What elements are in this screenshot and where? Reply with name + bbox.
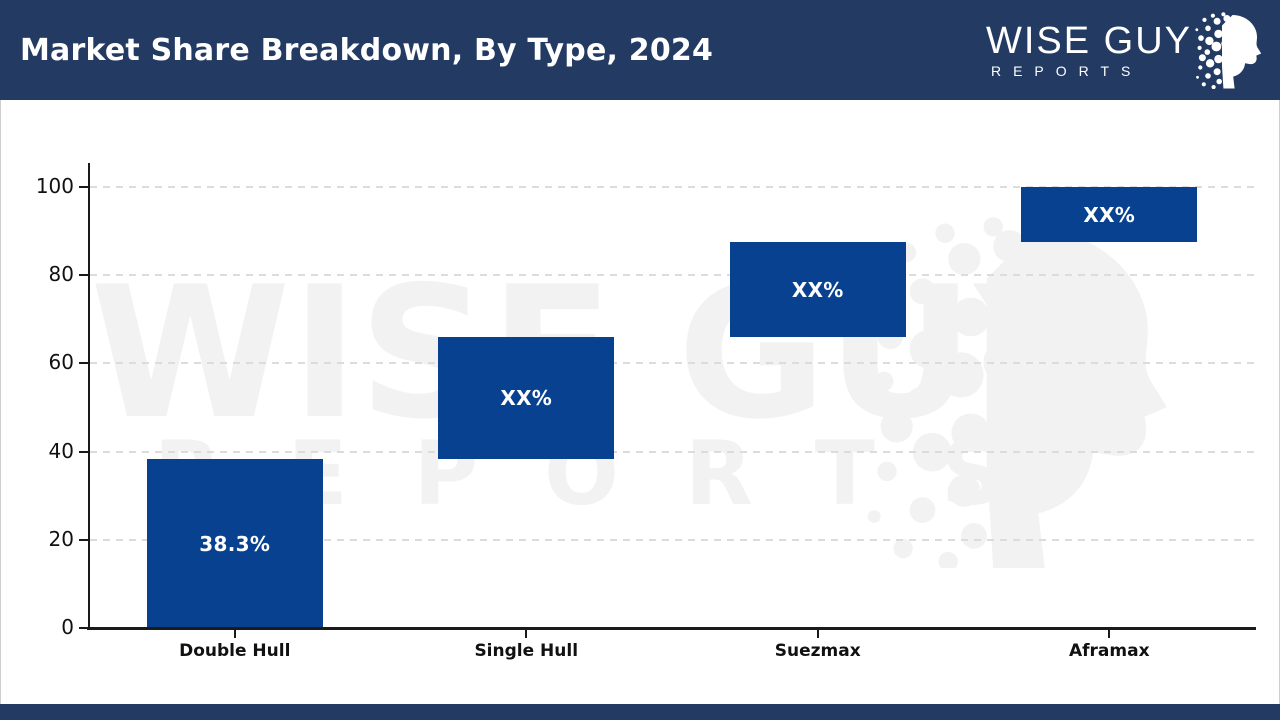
y-axis-tick-60 (79, 362, 88, 365)
y-axis-tick-20 (79, 538, 88, 541)
gridline-60 (90, 362, 1256, 365)
y-axis-label-0: 0 (61, 615, 74, 639)
y-axis-label-80: 80 (48, 262, 74, 287)
x-axis-tick-0 (233, 630, 236, 638)
x-axis-label-3: Aframax (1068, 641, 1150, 661)
y-axis-label-60: 60 (48, 350, 74, 375)
y-axis-label-20: 20 (48, 526, 74, 551)
y-axis-tick-80 (79, 274, 88, 277)
bar-aframax: XX% (1021, 187, 1198, 243)
footer-bar (0, 704, 1280, 720)
chart-title: Market Share Breakdown, By Type, 2024 (20, 32, 714, 68)
gridline-100 (90, 186, 1256, 188)
bar-value-label: 38.3% (199, 531, 271, 556)
bar-value-label: XX% (500, 386, 553, 411)
y-axis-tick-0 (79, 627, 88, 629)
bar-value-label: XX% (1083, 202, 1136, 227)
y-axis-label-100: 100 (35, 174, 74, 198)
logo-wordmark-line1: WISE GUY (985, 19, 1192, 62)
bar-value-label: XX% (791, 277, 844, 302)
logo-wordmark: WISE GUY REPORTS (986, 22, 1192, 79)
x-axis-tick-1 (525, 630, 528, 638)
x-axis-label-0: Double Hull (179, 641, 291, 661)
bar-double-hull: 38.3% (146, 459, 323, 628)
gridline-20 (90, 538, 1256, 541)
x-axis-label-1: Single Hull (474, 641, 579, 661)
wiseguy-logo: WISE GUY REPORTS (986, 11, 1264, 89)
y-axis-tick-100 (79, 186, 88, 188)
y-axis-tick-40 (79, 450, 88, 453)
logo-wordmark-line2: REPORTS (990, 62, 1143, 79)
gridline-40 (90, 450, 1256, 453)
bar-single-hull: XX% (438, 336, 615, 460)
y-axis-label-40: 40 (48, 438, 74, 463)
x-axis-tick-3 (1108, 630, 1111, 638)
x-axis-tick-2 (816, 630, 819, 638)
y-axis-line (88, 163, 90, 630)
header-bar: Market Share Breakdown, By Type, 2024 WI… (0, 0, 1280, 100)
x-axis-line (87, 627, 1256, 630)
gridline-80 (90, 274, 1256, 277)
bar-suezmax: XX% (729, 242, 906, 337)
x-axis-label-2: Suezmax (774, 641, 861, 661)
